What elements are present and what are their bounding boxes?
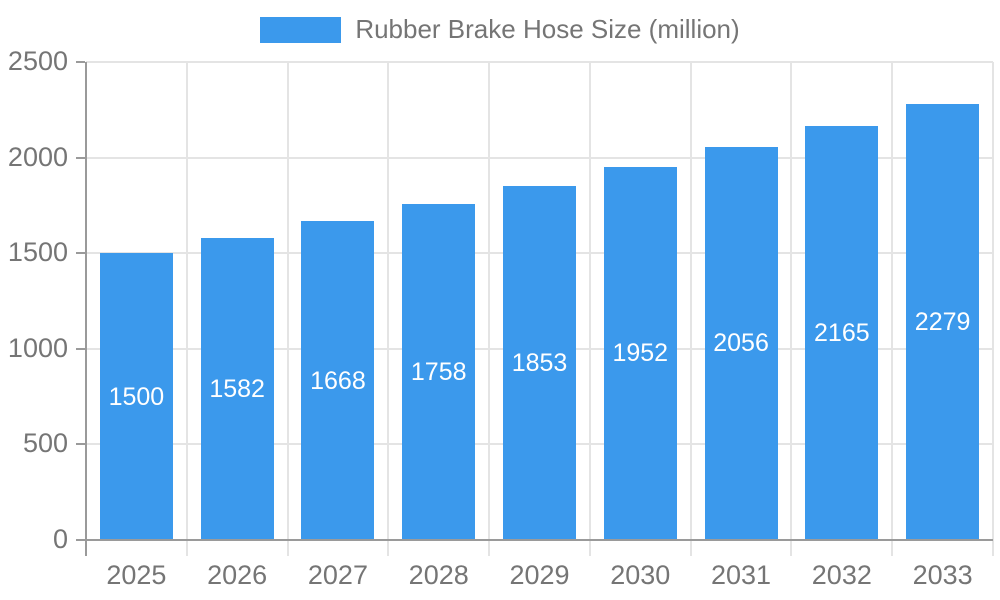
bar-value-label: 1758 <box>410 357 467 386</box>
grid-line-vertical <box>790 62 793 556</box>
x-tick-label: 2033 <box>912 560 973 590</box>
bar-2033[interactable] <box>906 104 980 540</box>
x-tick-label: 2031 <box>711 560 772 590</box>
bar-value-label: 1500 <box>108 382 165 411</box>
bar-2026[interactable] <box>200 237 274 540</box>
y-tick-mark <box>76 539 85 541</box>
legend: Rubber Brake Hose Size (million) <box>0 14 1000 45</box>
grid-line-horizontal <box>86 61 993 63</box>
grid-line-vertical <box>689 62 692 556</box>
bar-2025[interactable] <box>99 253 173 540</box>
bar-value-label: 1582 <box>209 374 265 403</box>
bar-value-label: 2279 <box>914 308 971 337</box>
grid-line-vertical <box>891 62 894 556</box>
y-tick-label: 1500 <box>7 237 68 268</box>
grid-line-vertical <box>992 62 994 556</box>
y-tick-mark <box>76 156 85 159</box>
legend-item[interactable]: Rubber Brake Hose Size (million) <box>260 14 740 45</box>
x-tick-label: 2028 <box>408 560 469 590</box>
x-tick-label: 2026 <box>207 560 268 590</box>
x-axis-line <box>86 539 993 541</box>
x-tick-label: 2032 <box>811 560 872 590</box>
x-tick-label: 2029 <box>509 560 570 590</box>
y-tick-label: 1000 <box>7 332 68 363</box>
bar-value-label: 1668 <box>310 366 366 395</box>
legend-swatch-icon <box>260 16 342 43</box>
bar-value-label: 1853 <box>511 348 568 377</box>
legend-label: Rubber Brake Hose Size (million) <box>355 14 740 44</box>
y-tick-label: 2500 <box>7 46 68 76</box>
bar-2032[interactable] <box>805 126 879 540</box>
grid-line-vertical <box>286 62 289 556</box>
y-tick-label: 2000 <box>7 141 68 172</box>
y-tick-mark <box>76 61 85 63</box>
bar-2028[interactable] <box>402 203 476 540</box>
grid-line-vertical <box>488 62 491 556</box>
bar-2030[interactable] <box>603 166 677 540</box>
bar-2031[interactable] <box>704 146 778 540</box>
x-tick-label: 2030 <box>610 560 671 590</box>
grid-line-vertical <box>185 62 188 556</box>
bar-2029[interactable] <box>503 185 576 540</box>
bar-2027[interactable] <box>301 221 375 540</box>
grid-line-vertical <box>387 62 390 556</box>
bar-value-label: 2056 <box>713 329 769 358</box>
grid-line-vertical <box>588 62 591 556</box>
x-tick-label: 2025 <box>106 560 167 590</box>
grid-line-horizontal <box>86 156 993 159</box>
y-tick-mark <box>76 252 85 255</box>
y-axis-line <box>85 62 87 556</box>
y-tick-label: 500 <box>22 428 68 459</box>
bar-value-label: 2165 <box>814 319 870 348</box>
y-tick-mark <box>76 347 85 350</box>
y-tick-mark <box>76 443 85 446</box>
x-tick-label: 2027 <box>307 560 368 590</box>
bar-value-label: 1952 <box>612 339 669 368</box>
y-tick-label: 0 <box>52 524 68 554</box>
